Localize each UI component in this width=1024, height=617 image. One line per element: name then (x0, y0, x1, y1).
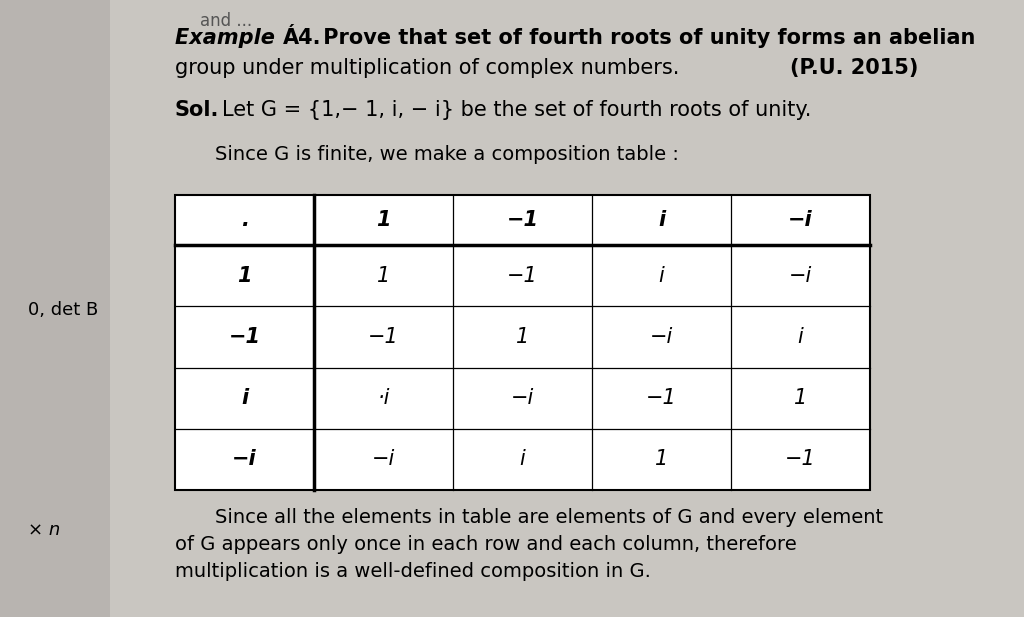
Text: 1: 1 (516, 327, 529, 347)
Text: 1: 1 (238, 266, 252, 286)
Text: −1: −1 (368, 327, 399, 347)
Text: ·i: ·i (377, 388, 390, 408)
Bar (110, 0, 1024, 617)
Bar (175, 195, 870, 490)
Text: Prove that set of fourth roots of unity forms an abelian: Prove that set of fourth roots of unity … (316, 28, 976, 48)
Text: 1: 1 (655, 449, 668, 470)
Text: group under multiplication of complex numbers.: group under multiplication of complex nu… (175, 58, 679, 78)
Text: −1: −1 (646, 388, 677, 408)
Text: −1: −1 (785, 449, 816, 470)
Text: i: i (658, 210, 665, 230)
Text: 1: 1 (377, 266, 390, 286)
Text: × n: × n (28, 521, 60, 539)
Text: i: i (241, 388, 248, 408)
Text: −i: −i (511, 388, 535, 408)
Text: multiplication is a well-defined composition in G.: multiplication is a well-defined composi… (175, 562, 651, 581)
Text: −i: −i (788, 266, 812, 286)
Text: Since G is finite, we make a composition table :: Since G is finite, we make a composition… (215, 145, 679, 164)
Text: of G appears only once in each row and each column, therefore: of G appears only once in each row and e… (175, 535, 797, 554)
Text: Since all the elements in table are elements of G and every element: Since all the elements in table are elem… (215, 508, 883, 527)
Text: −1: −1 (228, 327, 260, 347)
Text: −1: −1 (507, 266, 538, 286)
Text: −i: −i (650, 327, 673, 347)
Text: i: i (519, 449, 525, 470)
Text: 1: 1 (794, 388, 807, 408)
Text: −i: −i (232, 449, 257, 470)
Text: 1: 1 (376, 210, 391, 230)
Text: Example: Example (175, 28, 283, 48)
Text: and ...: and ... (200, 12, 252, 30)
Text: Sol.: Sol. (175, 100, 219, 120)
Text: −1: −1 (507, 210, 539, 230)
Text: Á4.: Á4. (283, 28, 322, 48)
Text: i: i (798, 327, 804, 347)
Text: i: i (658, 266, 665, 286)
Text: −i: −i (372, 449, 395, 470)
Text: .: . (241, 210, 249, 230)
Text: 0, det B: 0, det B (28, 301, 98, 319)
Text: (P.U. 2015): (P.U. 2015) (790, 58, 919, 78)
Text: Let G = {1,− 1, i, − i} be the set of fourth roots of unity.: Let G = {1,− 1, i, − i} be the set of fo… (222, 100, 811, 120)
Text: −i: −i (788, 210, 813, 230)
